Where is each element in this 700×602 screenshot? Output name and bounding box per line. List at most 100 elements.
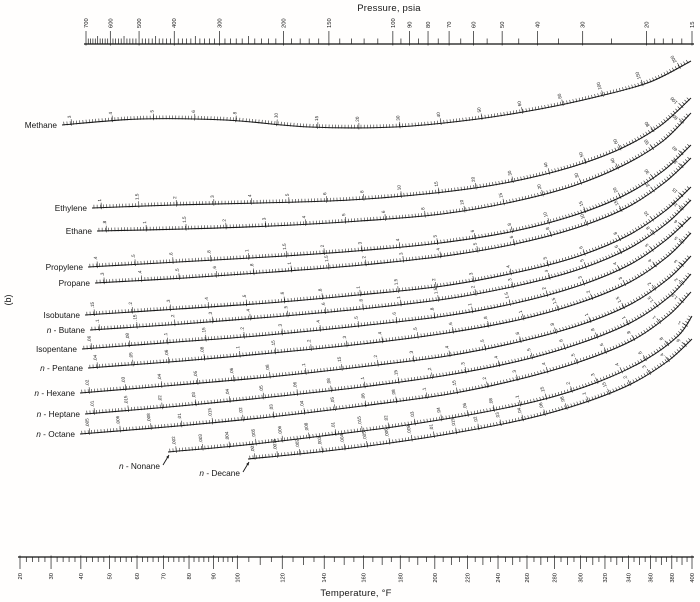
k-major-tick [305, 368, 307, 375]
k-minor-tick [685, 292, 690, 296]
k-major-tick [516, 374, 519, 382]
k-minor-tick [410, 300, 412, 305]
k-major-tick [397, 286, 399, 293]
k-minor-tick [474, 277, 477, 282]
k-minor-tick [417, 376, 419, 381]
k-value-label: 2 [222, 219, 227, 222]
k-minor-tick [452, 209, 454, 214]
k-minor-tick [585, 398, 588, 403]
k-minor-tick [684, 257, 688, 261]
k-value-label: 80 [557, 93, 563, 99]
k-minor-tick [521, 298, 524, 303]
k-minor-tick [595, 246, 597, 251]
k-minor-tick [634, 155, 638, 160]
k-minor-tick [591, 175, 594, 180]
k-minor-tick [443, 282, 445, 287]
k-minor-tick [421, 394, 423, 399]
pressure-tick-label: 40 [535, 22, 541, 28]
k-minor-tick [555, 307, 557, 311]
axes: 700 600 500 400 300 200 150 100 90 80 70 60 50 40 30 20… [18, 18, 696, 583]
k-minor-tick [261, 439, 263, 444]
k-minor-tick [508, 404, 510, 408]
k-minor-tick [407, 421, 409, 426]
k-minor-tick [570, 284, 573, 289]
k-major-tick [168, 357, 170, 364]
k-minor-tick [625, 86, 627, 91]
k-minor-tick [401, 378, 403, 383]
k-minor-tick [680, 150, 684, 154]
k-minor-tick [506, 341, 509, 346]
k-minor-tick [677, 123, 681, 126]
k-minor-tick [360, 428, 362, 432]
k-minor-tick [471, 206, 473, 211]
k-major-tick [361, 245, 363, 253]
k-minor-tick [442, 431, 445, 436]
k-minor-tick [621, 384, 624, 389]
k-value-label: .001 [250, 443, 256, 453]
k-value-label: 3 [507, 277, 513, 281]
k-minor-tick [552, 290, 555, 295]
k-minor-tick [497, 244, 499, 249]
k-minor-tick [611, 286, 614, 291]
k-minor-tick [683, 236, 687, 240]
k-minor-tick [522, 226, 524, 230]
k-minor-tick [543, 292, 545, 297]
k-minor-tick [616, 88, 618, 93]
k-minor-tick [386, 440, 388, 445]
k-value-label: 3 [577, 275, 583, 279]
k-minor-tick [592, 247, 594, 252]
k-value-label: .03 [191, 391, 197, 398]
k-minor-tick [618, 386, 621, 390]
k-minor-tick [645, 220, 649, 225]
temperature-axis-title: Temperature, °F [320, 588, 391, 599]
k-minor-tick [326, 367, 328, 372]
k-minor-tick [467, 292, 469, 297]
k-minor-tick [452, 281, 455, 286]
k-minor-tick [593, 260, 596, 265]
k-minor-tick [637, 274, 640, 278]
k-value-label: 8 [545, 226, 551, 230]
k-minor-tick [581, 160, 584, 164]
k-major-tick [254, 453, 256, 460]
k-minor-tick [642, 357, 646, 361]
k-minor-tick [475, 234, 477, 239]
k-minor-tick [543, 262, 545, 267]
k-minor-tick [542, 276, 544, 281]
k-minor-tick [509, 111, 511, 115]
k-minor-tick [444, 353, 446, 358]
k-minor-tick [638, 333, 641, 337]
k-minor-tick [667, 218, 671, 222]
k-value-label: 10 [671, 200, 678, 207]
k-minor-tick [433, 284, 435, 288]
k-minor-tick [452, 371, 454, 375]
k-minor-tick [631, 139, 634, 144]
k-minor-tick [487, 114, 489, 119]
scale-name-n-butane: n - Butane [47, 325, 86, 335]
k-minor-tick [640, 182, 644, 186]
k-major-tick [334, 404, 336, 412]
k-minor-tick [506, 111, 508, 116]
k-minor-tick [658, 241, 662, 245]
k-major-tick [175, 446, 177, 453]
k-minor-tick [424, 315, 426, 320]
k-minor-tick [503, 243, 506, 247]
k-minor-tick [422, 356, 424, 361]
k-minor-tick [526, 280, 528, 285]
k-minor-tick [548, 349, 551, 354]
k-major-tick [361, 426, 363, 433]
k-minor-tick [604, 214, 607, 218]
k-minor-tick [477, 425, 479, 430]
k-minor-tick [458, 428, 460, 433]
k-minor-tick [632, 156, 635, 161]
k-minor-tick [593, 156, 596, 160]
k-minor-tick [526, 355, 529, 360]
k-minor-tick [521, 268, 524, 272]
k-major-tick [477, 423, 480, 431]
k-minor-tick [436, 373, 438, 378]
k-minor-tick [637, 226, 641, 230]
k-minor-tick [561, 364, 564, 368]
k-minor-tick [677, 195, 681, 199]
k-minor-tick [618, 164, 621, 168]
pressure-tick-label: 60 [471, 22, 477, 28]
k-major-tick [554, 327, 557, 334]
